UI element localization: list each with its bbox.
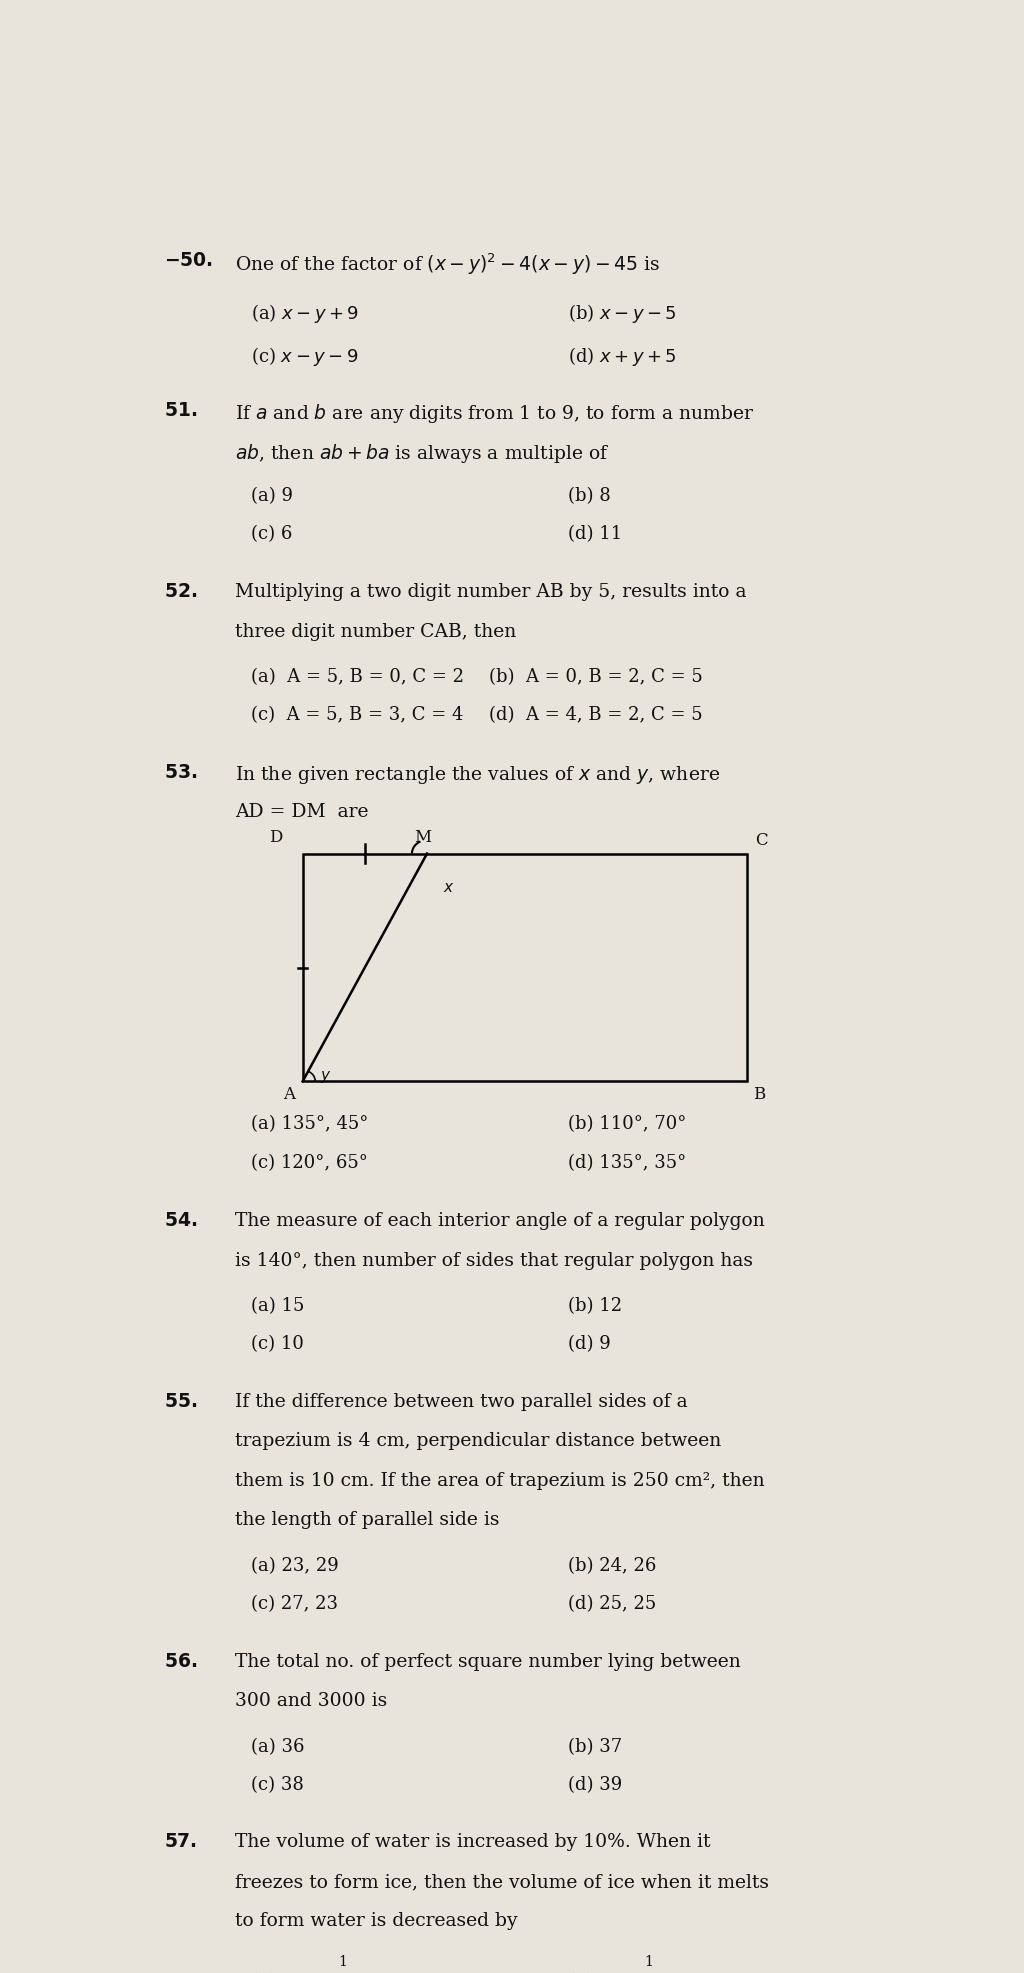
Text: (c) $x-y-9$: (c) $x-y-9$	[251, 345, 358, 367]
Text: $\mathbf{52.}$: $\mathbf{52.}$	[164, 584, 197, 602]
Text: (d) 11: (d) 11	[568, 525, 623, 543]
Text: $y$: $y$	[321, 1069, 332, 1085]
Text: (d) 25, 25: (d) 25, 25	[568, 1594, 656, 1614]
Text: $\mathbf{-50.}$: $\mathbf{-50.}$	[164, 253, 213, 270]
Text: (a) 135°, 45°: (a) 135°, 45°	[251, 1115, 369, 1133]
Text: $\mathbf{56.}$: $\mathbf{56.}$	[164, 1653, 197, 1671]
Text: (a) 15: (a) 15	[251, 1296, 304, 1316]
Text: Multiplying a two digit number AB by 5, results into a: Multiplying a two digit number AB by 5, …	[236, 584, 746, 602]
Text: The measure of each interior angle of a regular polygon: The measure of each interior angle of a …	[236, 1211, 765, 1229]
Text: (c) 38: (c) 38	[251, 1776, 304, 1793]
Text: (a) 9: (a) 9	[251, 487, 293, 505]
Text: (b) 8: (b) 8	[568, 487, 611, 505]
Text: M: M	[415, 829, 432, 846]
Text: them is 10 cm. If the area of trapezium is 250 cm², then: them is 10 cm. If the area of trapezium …	[236, 1472, 765, 1490]
Text: If the difference between two parallel sides of a: If the difference between two parallel s…	[236, 1393, 688, 1411]
Text: $ab$, then $ab+ba$ is always a multiple of: $ab$, then $ab+ba$ is always a multiple …	[236, 442, 610, 466]
Text: (d) 135°, 35°: (d) 135°, 35°	[568, 1154, 687, 1172]
Text: (d)  A = 4, B = 2, C = 5: (d) A = 4, B = 2, C = 5	[489, 706, 702, 724]
Text: three digit number CAB, then: three digit number CAB, then	[236, 623, 516, 641]
Text: is 140°, then number of sides that regular polygon has: is 140°, then number of sides that regul…	[236, 1251, 753, 1269]
Text: 1: 1	[338, 1955, 347, 1969]
Text: 1: 1	[644, 1955, 652, 1969]
Text: The volume of water is increased by 10%. When it: The volume of water is increased by 10%.…	[236, 1833, 711, 1851]
Text: $\mathbf{53.}$: $\mathbf{53.}$	[164, 764, 197, 781]
Text: (a) 36: (a) 36	[251, 1738, 304, 1756]
Text: (b) 12: (b) 12	[568, 1296, 623, 1316]
Text: (c) 10: (c) 10	[251, 1336, 304, 1353]
Text: $\mathbf{57.}$: $\mathbf{57.}$	[164, 1833, 196, 1851]
Text: (b) 37: (b) 37	[568, 1738, 623, 1756]
Text: If $a$ and $b$ are any digits from 1 to 9, to form a number: If $a$ and $b$ are any digits from 1 to …	[236, 402, 755, 426]
Text: (b) 110°, 70°: (b) 110°, 70°	[568, 1115, 687, 1133]
Text: (c)  A = 5, B = 3, C = 4: (c) A = 5, B = 3, C = 4	[251, 706, 464, 724]
Text: (b)  A = 0, B = 2, C = 5: (b) A = 0, B = 2, C = 5	[489, 669, 702, 687]
Text: trapezium is 4 cm, perpendicular distance between: trapezium is 4 cm, perpendicular distanc…	[236, 1432, 721, 1450]
Text: (d) 9: (d) 9	[568, 1336, 611, 1353]
Text: $\mathbf{55.}$: $\mathbf{55.}$	[164, 1393, 197, 1411]
Text: (d) 39: (d) 39	[568, 1776, 623, 1793]
Text: $x$: $x$	[443, 880, 455, 896]
Text: D: D	[269, 829, 283, 846]
Text: (c) 6: (c) 6	[251, 525, 293, 543]
Text: In the given rectangle the values of $x$ and $y$, where: In the given rectangle the values of $x$…	[236, 764, 720, 785]
Text: One of the factor of $(x-y)^2-4(x-y)-45$ is: One of the factor of $(x-y)^2-4(x-y)-45$…	[236, 253, 660, 278]
Text: (b) $x-y-5$: (b) $x-y-5$	[568, 302, 677, 326]
Text: $\mathbf{51.}$: $\mathbf{51.}$	[164, 402, 197, 420]
Text: (a) $x-y+9$: (a) $x-y+9$	[251, 302, 359, 326]
Text: A: A	[283, 1085, 295, 1103]
Text: to form water is decreased by: to form water is decreased by	[236, 1912, 518, 1930]
Text: freezes to form ice, then the volume of ice when it melts: freezes to form ice, then the volume of …	[236, 1872, 769, 1890]
Text: (a)  A = 5, B = 0, C = 2: (a) A = 5, B = 0, C = 2	[251, 669, 464, 687]
Text: (d) $x+y+5$: (d) $x+y+5$	[568, 345, 677, 367]
Text: C: C	[755, 833, 768, 848]
Text: the length of parallel side is: the length of parallel side is	[236, 1511, 500, 1529]
Text: 300 and 3000 is: 300 and 3000 is	[236, 1693, 387, 1711]
Text: (c) 27, 23: (c) 27, 23	[251, 1594, 338, 1614]
Text: B: B	[754, 1085, 766, 1103]
Text: (b) 24, 26: (b) 24, 26	[568, 1557, 656, 1574]
Text: The total no. of perfect square number lying between: The total no. of perfect square number l…	[236, 1653, 741, 1671]
Text: $\mathbf{54.}$: $\mathbf{54.}$	[164, 1211, 197, 1229]
Bar	[303, 854, 748, 1081]
Text: AD = DM  are: AD = DM are	[236, 803, 369, 821]
Text: (c) 120°, 65°: (c) 120°, 65°	[251, 1154, 368, 1172]
Text: (a) 23, 29: (a) 23, 29	[251, 1557, 339, 1574]
